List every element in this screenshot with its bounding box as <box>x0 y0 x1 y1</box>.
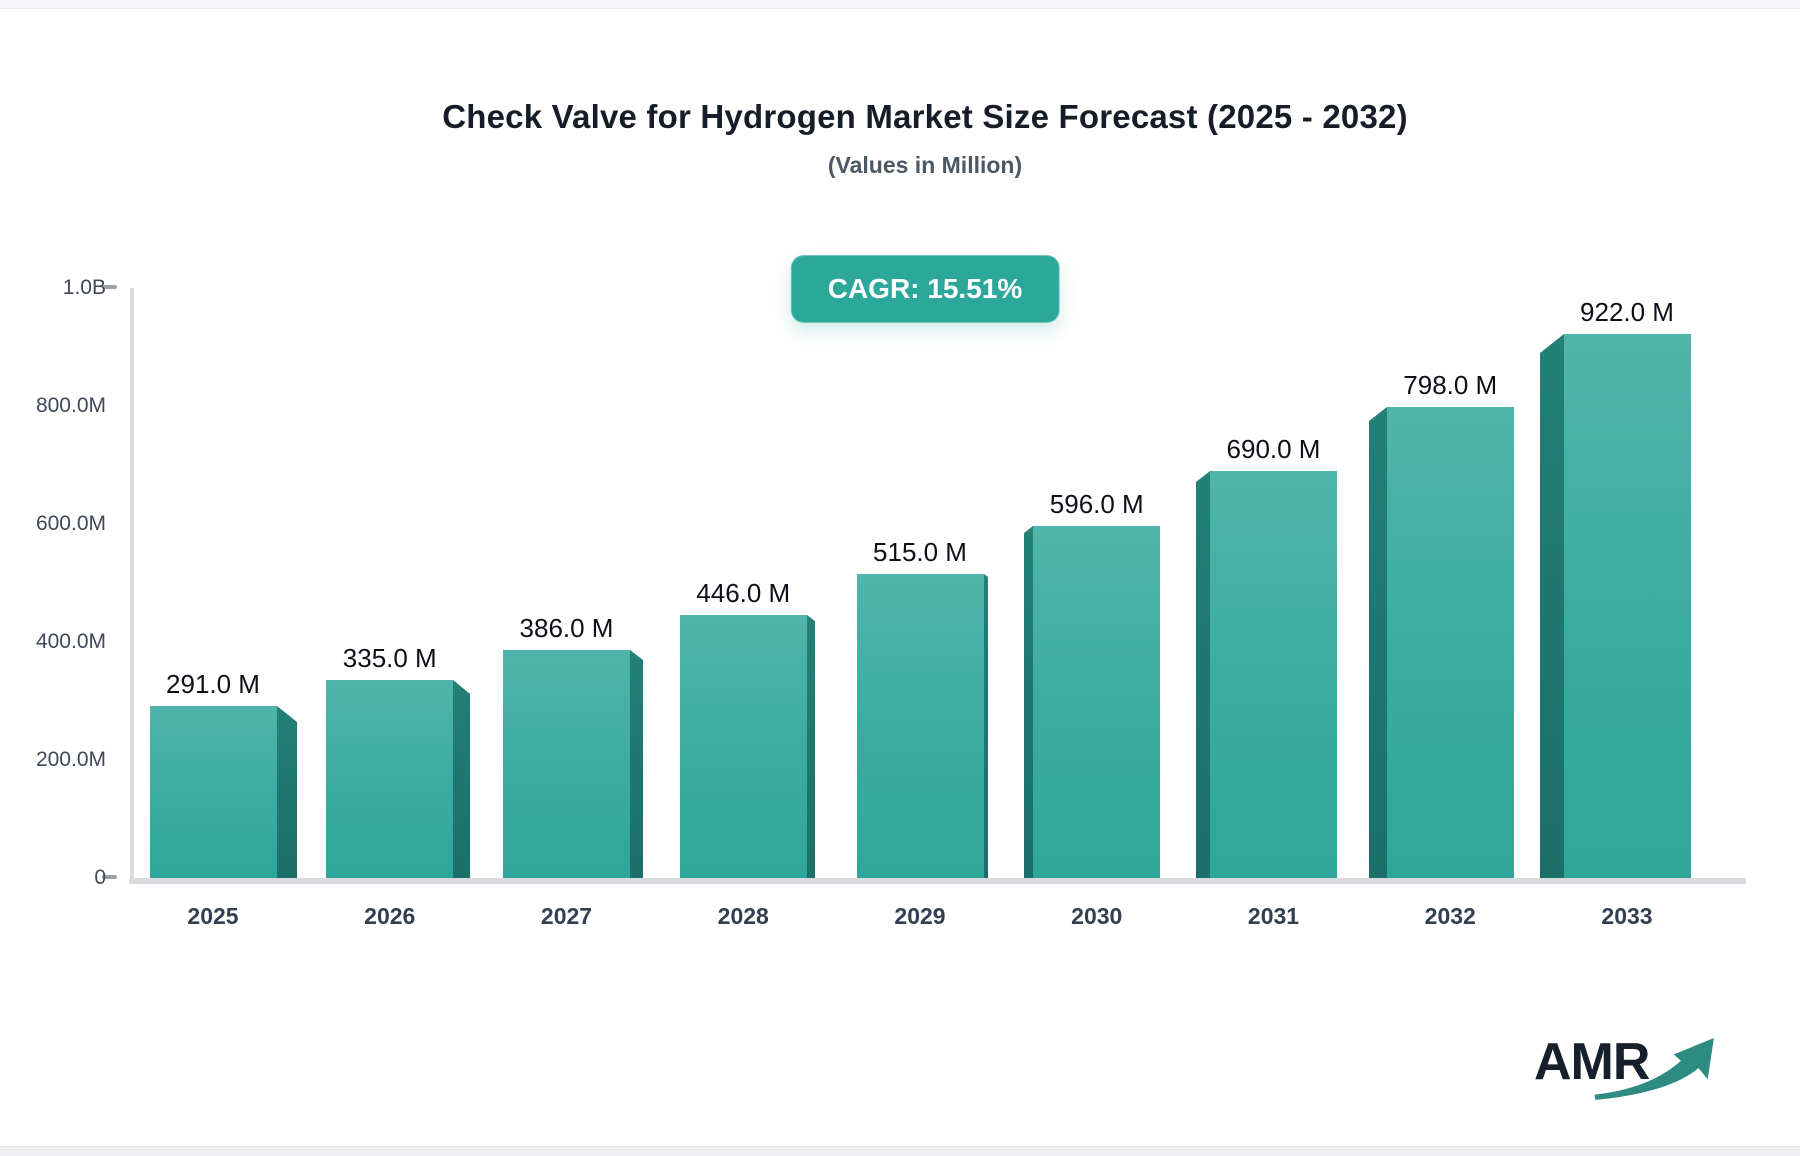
y-axis-tick <box>102 285 117 289</box>
x-axis-label: 2025 <box>187 903 239 929</box>
bar <box>680 615 807 878</box>
bar <box>1564 334 1691 878</box>
bar <box>1387 407 1514 878</box>
y-axis-line <box>130 288 134 878</box>
x-axis-label: 2029 <box>894 903 946 929</box>
bar-value-label: 291.0 M <box>166 669 260 699</box>
x-axis-label: 2027 <box>540 903 593 929</box>
x-axis-label: 2026 <box>364 903 416 929</box>
cagr-badge: CAGR: 15.51% <box>790 255 1060 323</box>
y-axis-label: 1.0B <box>62 276 106 299</box>
bar-side <box>630 650 643 878</box>
bar <box>150 706 277 878</box>
bar-side <box>453 680 470 878</box>
bar-side <box>1024 526 1033 878</box>
y-axis-label: 400.0M <box>35 630 106 653</box>
page-top-edge <box>0 0 1800 9</box>
x-axis-label: 2033 <box>1601 903 1653 929</box>
y-axis-tick <box>102 875 117 879</box>
growth-arrow-icon <box>1594 1038 1714 1100</box>
bar-value-label: 515.0 M <box>873 537 967 567</box>
bar-value-label: 690.0 M <box>1226 434 1321 464</box>
bar-value-label: 335.0 M <box>342 643 437 673</box>
bar-value-label: 386.0 M <box>519 613 614 643</box>
bar-value-label: 922.0 M <box>1580 297 1674 327</box>
chart-subtitle: (Values in Million) <box>827 152 1023 178</box>
bar <box>857 574 984 878</box>
y-axis-label: 200.0M <box>35 748 106 771</box>
bar-value-label: 596.0 M <box>1049 489 1144 519</box>
y-axis-label: 600.0M <box>35 512 106 535</box>
bar-side <box>984 574 988 878</box>
brand-logo: AMR <box>1534 1036 1754 1116</box>
bar <box>1033 526 1160 878</box>
bar-side <box>277 706 297 878</box>
bar <box>326 680 453 878</box>
y-axis-label: 800.0M <box>35 394 106 417</box>
bar-value-label: 446.0 M <box>696 578 791 608</box>
brand-wordmark: AMR <box>1534 1033 1650 1091</box>
y-axis-label: 0 <box>94 866 106 889</box>
bar-side <box>1369 407 1387 878</box>
bar <box>1210 471 1337 878</box>
x-axis-label: 2032 <box>1424 903 1476 929</box>
x-axis-label: 2030 <box>1071 903 1123 929</box>
bar-side <box>1196 471 1210 878</box>
x-axis-line <box>129 878 1746 884</box>
x-axis-label: 2028 <box>717 903 769 929</box>
bar-value-label: 798.0 M <box>1403 370 1498 400</box>
page-bottom-edge <box>0 1146 1800 1156</box>
x-axis-label: 2031 <box>1247 903 1300 929</box>
bar-side <box>1540 334 1564 878</box>
bar <box>503 650 630 878</box>
bar-side <box>807 615 815 878</box>
chart-title: Check Valve for Hydrogen Market Size For… <box>442 98 1408 135</box>
